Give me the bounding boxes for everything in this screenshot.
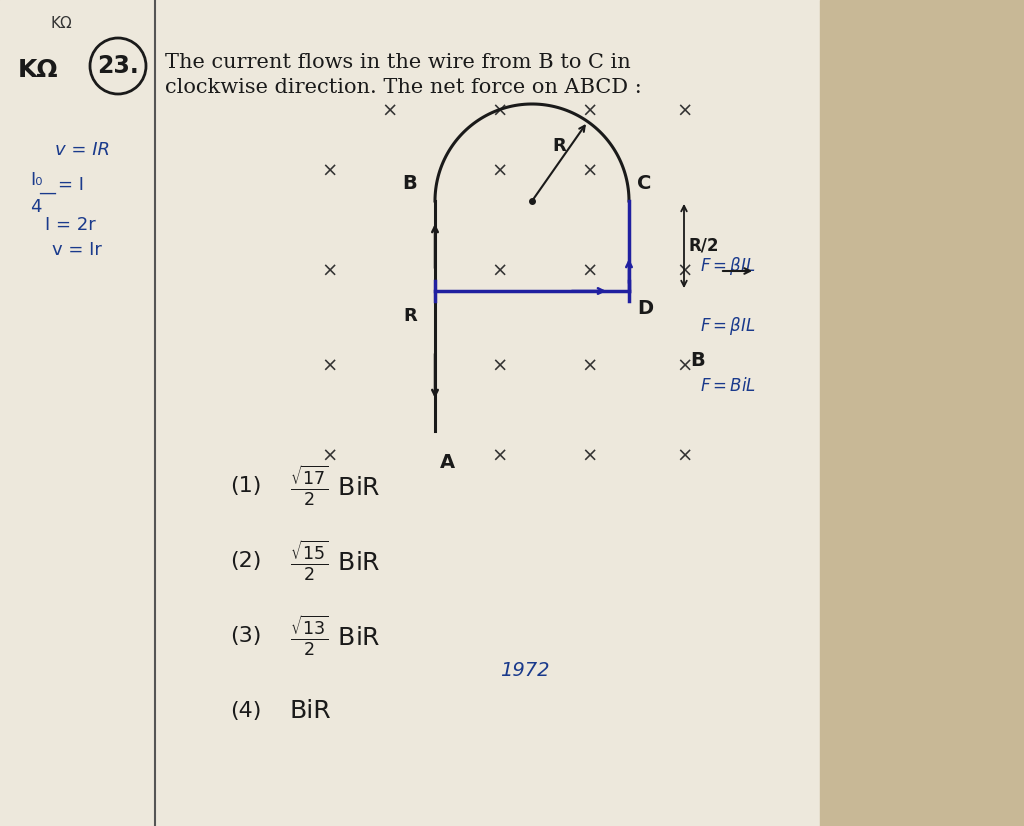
Text: ×: × xyxy=(322,447,338,466)
Text: ×: × xyxy=(677,357,693,376)
Text: $F = \beta IL$: $F = \beta IL$ xyxy=(700,315,756,337)
Text: clockwise direction. The net force on ABCD :: clockwise direction. The net force on AB… xyxy=(165,78,642,97)
Text: $\frac{\sqrt{17}}{2}$ BiR: $\frac{\sqrt{17}}{2}$ BiR xyxy=(290,464,381,508)
Text: ×: × xyxy=(582,262,598,281)
Text: 23.: 23. xyxy=(97,54,139,78)
Text: ×: × xyxy=(582,447,598,466)
Text: R: R xyxy=(552,137,565,155)
Text: ×: × xyxy=(322,162,338,181)
Text: ×: × xyxy=(582,357,598,376)
Text: (3): (3) xyxy=(230,626,261,646)
Text: ×: × xyxy=(382,102,398,121)
Text: KΩ: KΩ xyxy=(50,16,72,31)
Text: BiR: BiR xyxy=(290,699,332,723)
Text: B: B xyxy=(402,174,417,193)
Text: A: A xyxy=(440,453,455,472)
Text: —: — xyxy=(38,184,56,202)
Text: v = Ir: v = Ir xyxy=(52,241,101,259)
Text: B: B xyxy=(690,352,705,371)
Text: ×: × xyxy=(677,102,693,121)
Text: $\frac{\sqrt{13}}{2}$ BiR: $\frac{\sqrt{13}}{2}$ BiR xyxy=(290,614,381,658)
Text: 4: 4 xyxy=(30,198,42,216)
Text: ×: × xyxy=(322,262,338,281)
Text: (4): (4) xyxy=(230,701,261,721)
Text: 1972: 1972 xyxy=(500,662,550,681)
Text: ×: × xyxy=(322,357,338,376)
Text: R: R xyxy=(403,307,417,325)
Text: (2): (2) xyxy=(230,551,261,571)
Text: ×: × xyxy=(582,162,598,181)
Bar xyxy=(820,0,1024,826)
Text: D: D xyxy=(637,299,653,318)
Text: $F = BiL$: $F = BiL$ xyxy=(700,377,757,395)
Text: KΩ: KΩ xyxy=(18,58,58,82)
Text: = I: = I xyxy=(58,176,84,194)
Text: I = 2r: I = 2r xyxy=(45,216,96,234)
Text: ×: × xyxy=(492,262,508,281)
Text: ×: × xyxy=(492,447,508,466)
Text: ×: × xyxy=(492,162,508,181)
Text: R/2: R/2 xyxy=(689,237,720,255)
Text: The current flows in the wire from B to C in: The current flows in the wire from B to … xyxy=(165,53,631,72)
Text: ×: × xyxy=(677,262,693,281)
Text: C: C xyxy=(637,174,651,193)
Text: ×: × xyxy=(492,102,508,121)
Text: ×: × xyxy=(582,102,598,121)
Text: (1): (1) xyxy=(230,476,261,496)
Text: ×: × xyxy=(677,447,693,466)
Text: $F = \beta IL$: $F = \beta IL$ xyxy=(700,255,756,277)
Text: I₀: I₀ xyxy=(30,171,43,189)
Text: $\frac{\sqrt{15}}{2}$ BiR: $\frac{\sqrt{15}}{2}$ BiR xyxy=(290,539,381,583)
Text: v = IR: v = IR xyxy=(55,141,110,159)
Text: ×: × xyxy=(492,357,508,376)
